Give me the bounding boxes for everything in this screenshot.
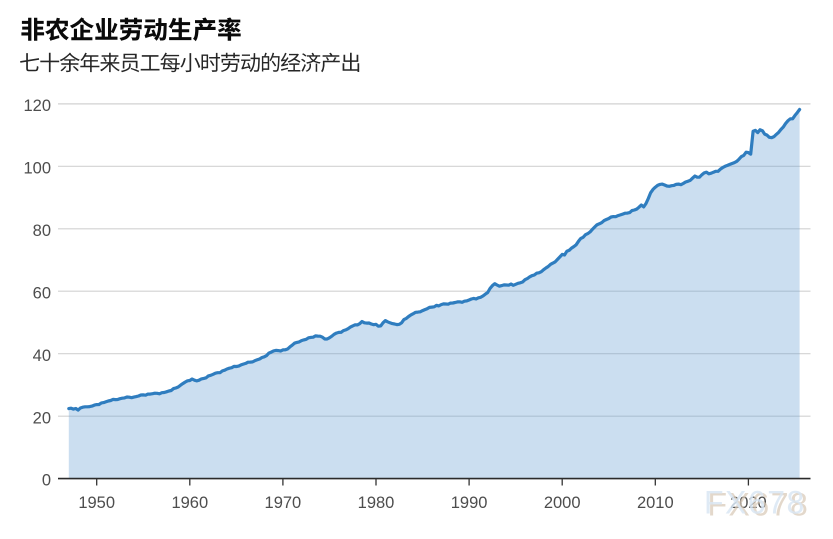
svg-text:1970: 1970 [265, 494, 302, 512]
svg-text:40: 40 [33, 347, 51, 365]
svg-text:1990: 1990 [451, 494, 488, 512]
svg-text:1950: 1950 [78, 494, 115, 512]
svg-text:2010: 2010 [637, 494, 674, 512]
svg-text:80: 80 [33, 222, 51, 240]
svg-text:FX678: FX678 [704, 485, 806, 521]
svg-text:2000: 2000 [544, 494, 581, 512]
svg-text:20: 20 [33, 409, 51, 427]
svg-text:1960: 1960 [171, 494, 208, 512]
svg-text:FX678: FX678 [708, 487, 810, 523]
svg-text:60: 60 [33, 284, 51, 302]
svg-text:2020: 2020 [730, 494, 767, 512]
svg-text:0: 0 [42, 472, 51, 490]
svg-text:100: 100 [23, 159, 51, 177]
svg-text:120: 120 [23, 97, 51, 115]
svg-text:1980: 1980 [358, 494, 395, 512]
